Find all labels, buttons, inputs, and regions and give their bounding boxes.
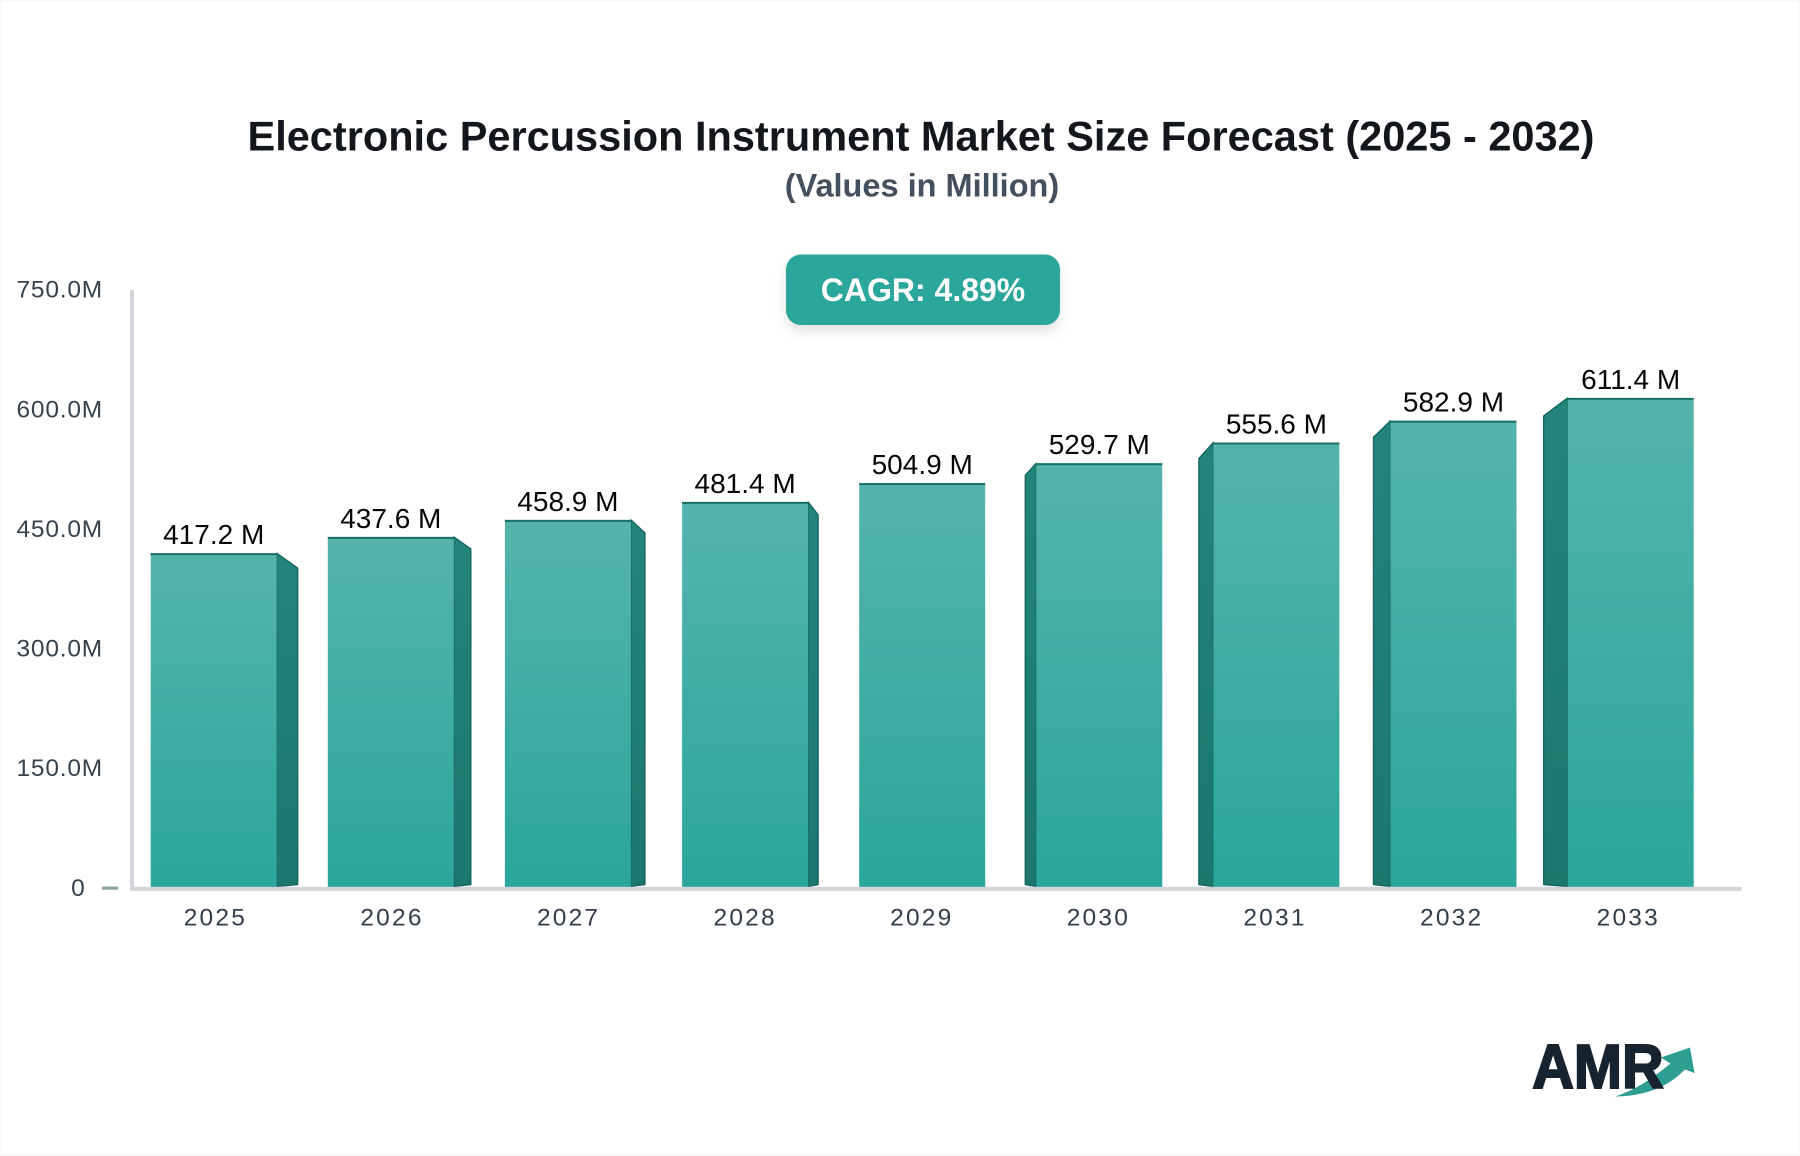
svg-text:150.0M: 150.0M	[16, 755, 103, 782]
svg-text:2028: 2028	[714, 905, 777, 932]
svg-text:582.9 M: 582.9 M	[1403, 387, 1504, 418]
svg-text:(Values in Million): (Values in Million)	[785, 168, 1059, 204]
svg-text:2029: 2029	[890, 905, 953, 932]
svg-text:450.0M: 450.0M	[16, 516, 103, 543]
svg-text:458.9 M: 458.9 M	[517, 486, 618, 517]
svg-text:481.4 M: 481.4 M	[695, 468, 796, 499]
svg-text:0: 0	[71, 875, 85, 902]
svg-text:Electronic Percussion Instrume: Electronic Percussion Instrument Market …	[248, 113, 1595, 160]
svg-text:AMR: AMR	[1532, 1032, 1663, 1101]
svg-text:2030: 2030	[1067, 905, 1130, 932]
svg-text:2026: 2026	[360, 905, 423, 932]
svg-text:611.4 M: 611.4 M	[1581, 364, 1680, 395]
svg-text:300.0M: 300.0M	[16, 636, 103, 663]
svg-text:2031: 2031	[1243, 905, 1306, 932]
svg-text:504.9 M: 504.9 M	[872, 449, 973, 480]
svg-text:2032: 2032	[1420, 905, 1483, 932]
svg-text:2025: 2025	[184, 905, 247, 932]
svg-text:437.6 M: 437.6 M	[340, 503, 441, 534]
svg-text:2033: 2033	[1597, 905, 1660, 932]
svg-text:555.6 M: 555.6 M	[1226, 409, 1327, 440]
svg-text:2027: 2027	[537, 905, 600, 932]
svg-text:417.2 M: 417.2 M	[163, 519, 264, 550]
svg-text:750.0M: 750.0M	[16, 277, 103, 304]
svg-text:529.7 M: 529.7 M	[1049, 429, 1150, 460]
svg-text:600.0M: 600.0M	[16, 396, 103, 423]
svg-text:CAGR: 4.89%: CAGR: 4.89%	[821, 272, 1026, 308]
